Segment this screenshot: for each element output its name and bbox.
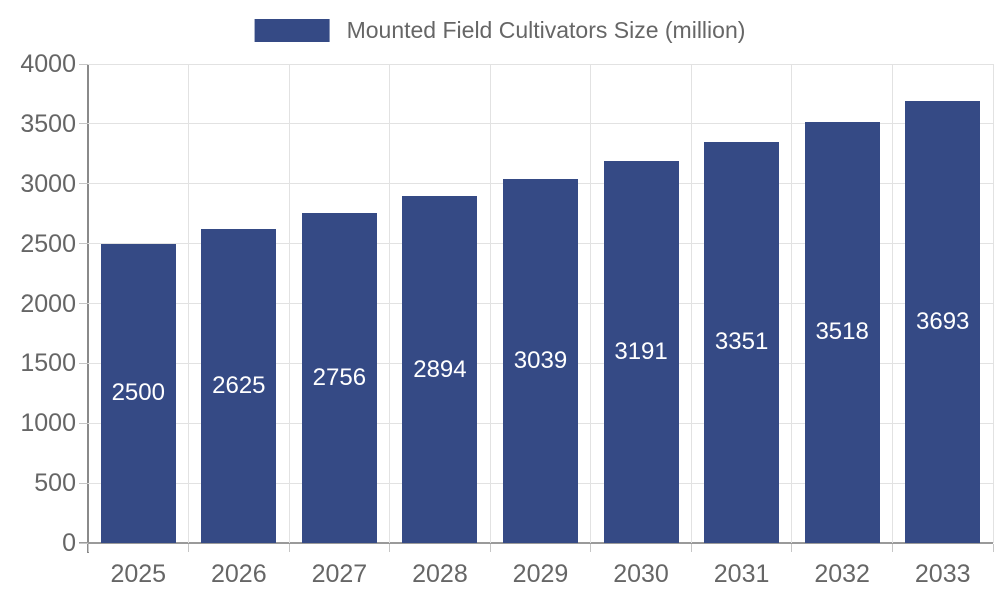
y-axis-label: 0 xyxy=(62,529,76,557)
y-gridline xyxy=(88,63,993,65)
bar-value-label: 3351 xyxy=(714,328,769,356)
y-axis-tick xyxy=(79,362,88,364)
bar-2032[interactable]: 3518 xyxy=(804,121,880,543)
y-axis-line xyxy=(87,64,89,553)
bar-2025[interactable]: 2500 xyxy=(100,243,176,543)
y-axis-label: 1500 xyxy=(20,349,76,378)
x-gridline xyxy=(791,64,793,543)
bar-value-label: 2756 xyxy=(312,363,367,391)
x-axis-label: 2028 xyxy=(412,560,468,588)
bar-value-label: 2625 xyxy=(212,371,266,399)
x-gridline xyxy=(690,64,692,543)
x-axis-tick xyxy=(891,544,893,552)
legend-swatch xyxy=(254,19,330,42)
x-axis-line xyxy=(79,542,993,544)
x-axis-label: 2026 xyxy=(211,560,267,588)
plot-area: 0 500 1000 1500 2000 2500 3000 3500 4000 2500 2025… xyxy=(20,51,994,588)
x-gridline xyxy=(590,64,592,543)
y-axis-tick xyxy=(79,303,88,304)
x-axis-label: 2032 xyxy=(814,560,870,588)
bar-value-label: 2500 xyxy=(111,379,165,407)
bar-2033[interactable]: 3693 xyxy=(905,100,981,543)
y-axis-label: 1000 xyxy=(20,409,76,438)
bar-2028[interactable]: 2894 xyxy=(402,196,478,543)
legend-label: Mounted Field Cultivators Size (million) xyxy=(346,17,746,43)
x-axis-tick xyxy=(590,544,592,552)
x-gridline xyxy=(188,64,190,543)
x-axis-tick xyxy=(992,544,994,552)
y-axis-tick xyxy=(79,422,88,424)
y-axis-tick xyxy=(79,482,88,484)
bar-2027[interactable]: 2756 xyxy=(301,212,377,543)
y-axis-tick xyxy=(79,542,88,544)
x-axis-label: 2029 xyxy=(512,560,569,588)
x-axis-tick xyxy=(791,544,793,552)
x-gridline xyxy=(389,64,391,543)
x-gridline xyxy=(288,64,290,543)
y-axis-label: 3500 xyxy=(20,109,76,138)
bar-value-label: 3693 xyxy=(916,307,970,335)
x-axis-label: 2031 xyxy=(713,560,770,588)
x-axis-label: 2025 xyxy=(110,560,167,588)
y-axis-tick xyxy=(79,243,88,245)
y-axis-label: 4000 xyxy=(20,50,76,78)
bar-2031[interactable]: 3351 xyxy=(704,141,780,543)
bar-value-label: 3191 xyxy=(614,337,668,365)
x-axis-tick xyxy=(389,544,391,552)
chart-legend-item[interactable]: Mounted Field Cultivators Size (million) xyxy=(254,17,746,44)
y-axis-label: 500 xyxy=(34,469,76,498)
x-axis-tick xyxy=(87,544,89,552)
x-gridline xyxy=(489,64,491,543)
y-gridline xyxy=(88,123,993,125)
x-axis-tick xyxy=(288,544,290,552)
x-gridline xyxy=(992,64,994,543)
x-axis-tick xyxy=(690,544,692,552)
bar-2030[interactable]: 3191 xyxy=(603,160,679,543)
bar-value-label: 3518 xyxy=(815,318,869,346)
x-axis-tick xyxy=(489,544,491,552)
bar-2026[interactable]: 2625 xyxy=(201,228,277,543)
y-axis-tick xyxy=(79,183,88,185)
y-axis-label: 2500 xyxy=(20,229,76,258)
x-axis-label: 2027 xyxy=(311,560,368,588)
y-axis-tick xyxy=(79,123,88,125)
x-axis-tick xyxy=(188,544,190,552)
x-axis-label: 2030 xyxy=(613,560,669,588)
y-axis-label: 3000 xyxy=(20,169,76,198)
y-axis-tick xyxy=(79,63,88,65)
x-gridline xyxy=(891,64,893,543)
y-axis-label: 2000 xyxy=(20,289,76,318)
bar-2029[interactable]: 3039 xyxy=(503,179,578,543)
x-axis-label: 2033 xyxy=(914,560,971,588)
bar-value-label: 3039 xyxy=(513,347,568,375)
bar-value-label: 2894 xyxy=(413,355,467,383)
